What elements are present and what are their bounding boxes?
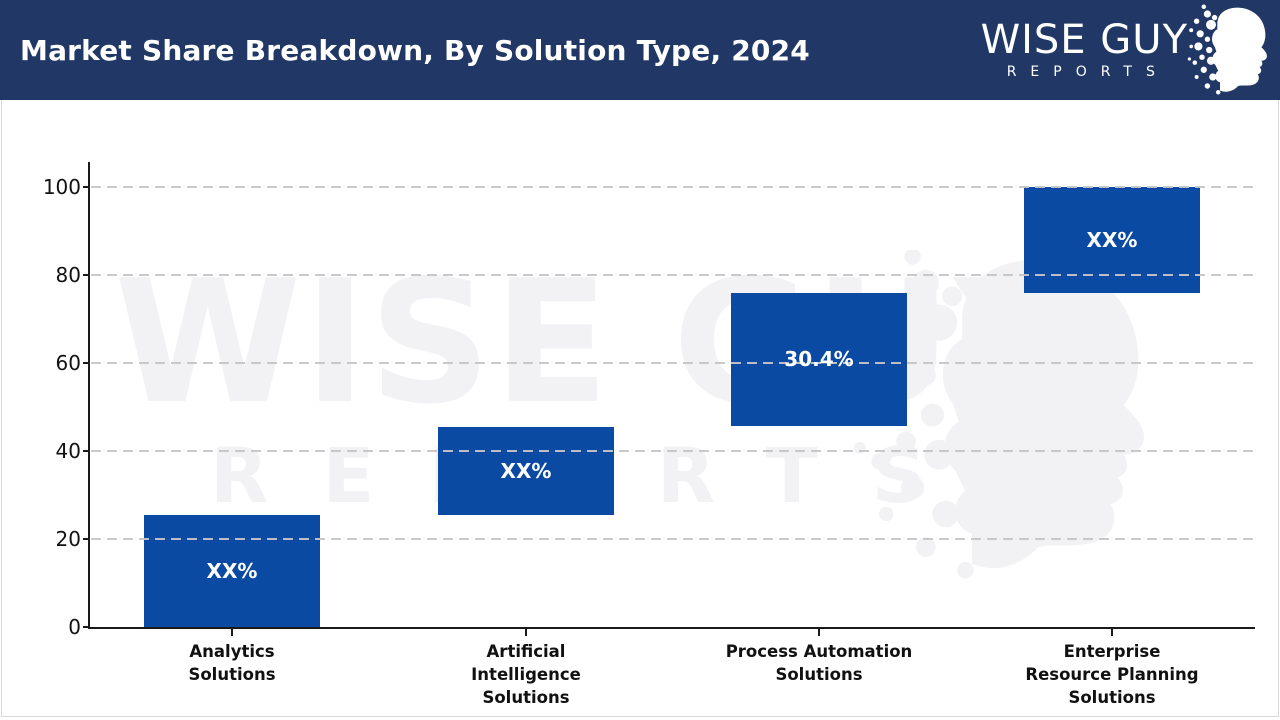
y-axis-line [88,162,90,629]
y-axis-tick-label: 60 [55,351,81,375]
x-axis-label-line: Solutions [482,688,570,707]
y-axis-tickmark [83,538,90,540]
y-axis-tickmark [83,450,90,452]
bar-value-label: XX% [500,458,552,483]
y-axis-tickmark [83,626,90,628]
logo-face-icon [1187,4,1267,95]
x-axis-label-line: Resource Planning [1025,665,1199,684]
y-axis-tick-label: 20 [55,527,81,551]
header-banner: Market Share Breakdown, By Solution Type… [0,0,1280,100]
x-axis-label-line: Artificial [486,642,566,661]
x-axis-label-line: Solutions [188,665,276,684]
x-axis-label: Analytics Solutions [82,640,382,686]
x-axis-label: Enterprise Resource Planning Solutions [962,640,1262,709]
x-axis-tickmark [525,629,527,636]
x-axis-tickmark [818,629,820,636]
y-axis-tick-label: 100 [42,175,81,199]
wise-guy-logo: WISE GUY REPORTS [981,4,1274,96]
bar-segment [144,514,320,627]
bar-value-label: 30.4% [784,347,854,372]
y-axis-tick-label: 0 [68,615,81,639]
gridline [91,274,1255,276]
x-axis-label: Process Automation Solutions [669,640,969,686]
bar-segment [438,426,614,515]
bar-segment [731,292,907,427]
bar-value-label: XX% [206,558,258,583]
x-axis-label-line: Solutions [775,665,863,684]
y-axis-tick-label: 40 [55,439,81,463]
x-axis-label-line: Solutions [1068,688,1156,707]
logo-text: WISE GUY REPORTS [981,20,1188,80]
y-axis-tickmark [83,362,90,364]
x-axis-label-line: Intelligence [471,665,581,684]
y-axis-tickmark [83,186,90,188]
gridline [91,362,1255,364]
gridline [91,186,1255,188]
y-axis-tick-label: 80 [55,263,81,287]
x-axis-label-line: Analytics [189,642,275,661]
x-axis-label: Artificial Intelligence Solutions [376,640,676,709]
page-title: Market Share Breakdown, By Solution Type… [20,33,810,67]
x-axis-tickmark [1111,629,1113,636]
x-axis-tickmark [231,629,233,636]
x-axis-label-line: Process Automation [725,642,913,661]
logo-subtitle: REPORTS [1006,64,1169,80]
x-axis-line [88,627,1255,629]
y-axis-tickmark [83,274,90,276]
gridline [91,538,1255,540]
logo-wordmark: WISE GUY [980,17,1188,63]
chart-canvas: WISE GUY REPORTS #wm-face .fs-cut{fill:#… [1,100,1279,717]
bar-value-label: XX% [1086,227,1138,252]
gridline [91,450,1255,452]
x-axis-label-line: Enterprise [1063,642,1161,661]
